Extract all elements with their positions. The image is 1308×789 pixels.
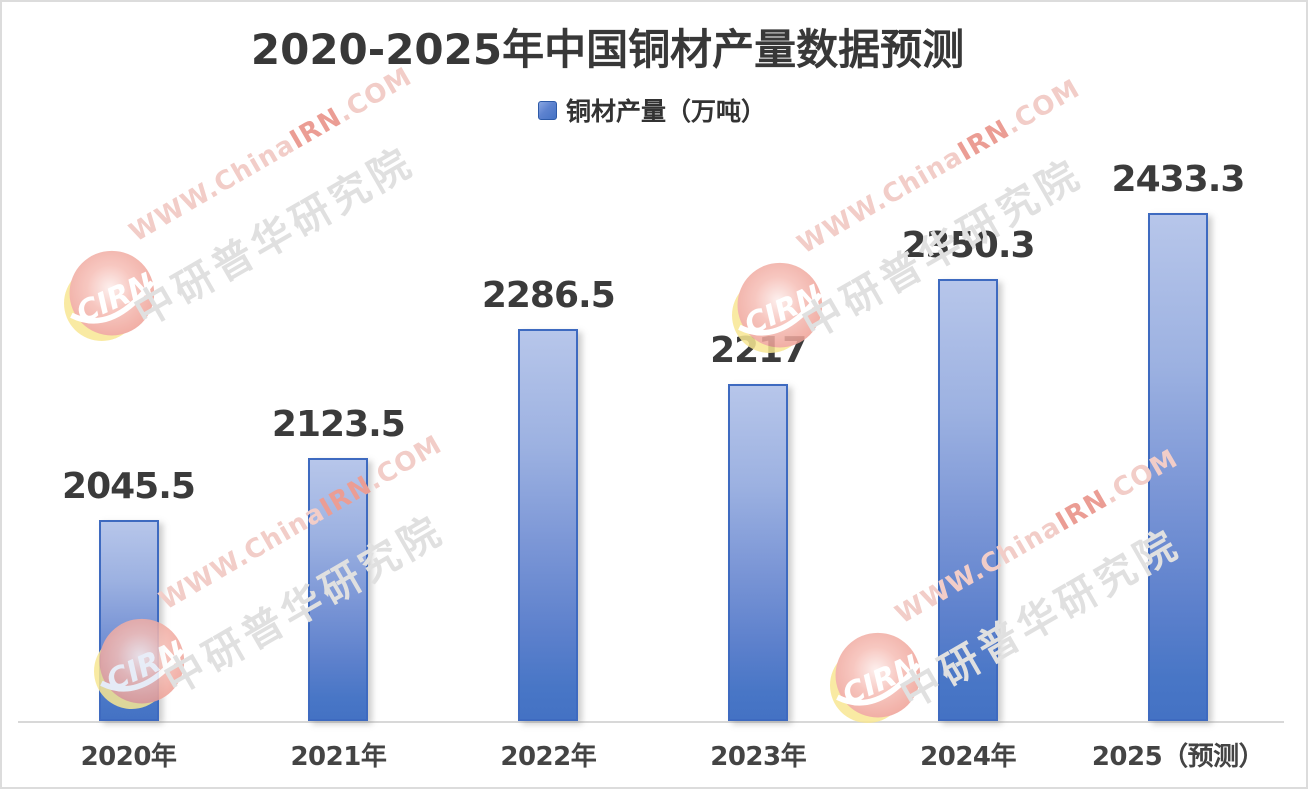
bar-value-label: 2045.5 [62,466,196,507]
x-axis-category-label: 2023年 [710,742,807,772]
bar-2021年 [308,458,369,721]
bar-2022年 [518,329,579,721]
legend-label: 铜材产量（万吨） [566,97,767,126]
chart-title: 2020-2025年中国铜材产量数据预测 [250,25,965,74]
bar-2020年 [98,520,159,721]
bar-value-label: 2433.3 [1111,159,1246,200]
bar-column: 2286.5 2022年 [443,0,653,789]
bar-column: 2217 2023年 [653,0,863,789]
bar-column: 2350.3 2024年 [863,0,1073,789]
bar-value-label: 2286.5 [481,275,616,316]
x-axis-category-label: 2021年 [290,742,387,772]
x-axis-line [18,721,1284,723]
bar-column: 2123.5 2021年 [233,0,443,789]
x-axis-category-label: 2024年 [920,742,1017,772]
bar-value-label: 2217 [710,330,807,371]
legend-marker-icon [538,100,557,120]
legend: 铜材产量（万吨） [538,92,766,128]
x-axis-category-label: 2025（预测） [1091,742,1265,772]
bar-column: 2045.5 2020年 [24,0,234,789]
x-axis-category-label: 2022年 [500,742,597,772]
bar-2024年 [938,279,999,721]
bar-value-label: 2350.3 [901,225,1036,266]
bar-column: 2433.3 2025（预测） [1073,0,1283,789]
bar-2025（预测） [1148,213,1208,721]
bar-2023年 [728,384,789,721]
x-axis-category-label: 2020年 [80,742,177,772]
bar-value-label: 2123.5 [271,404,406,445]
